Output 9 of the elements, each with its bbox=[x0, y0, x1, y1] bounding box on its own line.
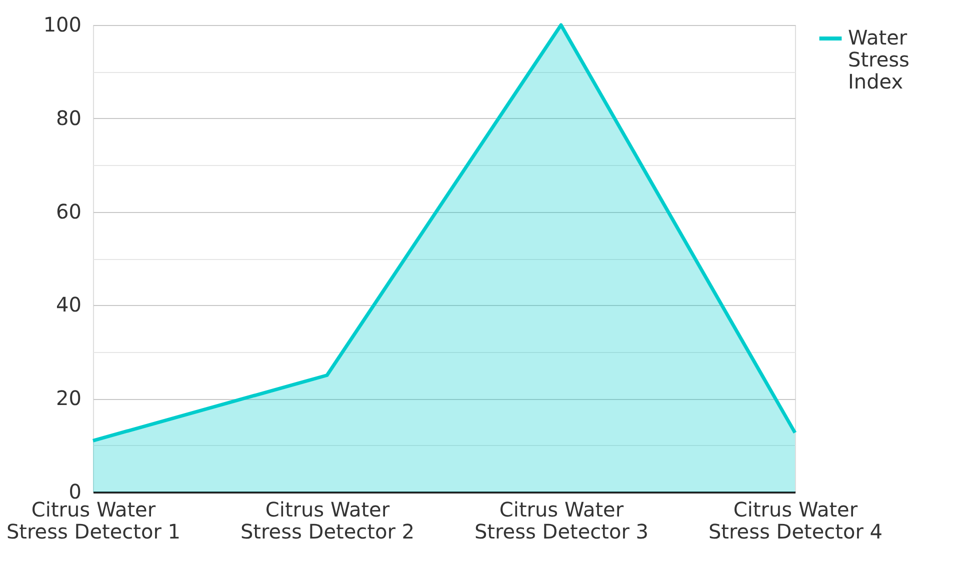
y-tick-label: 40 bbox=[56, 292, 82, 317]
x-tick-label: Citrus Water Stress Detector 3 bbox=[474, 498, 649, 544]
x-tick-label: Citrus Water Stress Detector 4 bbox=[708, 498, 883, 544]
y-tick-label: 100 bbox=[43, 12, 82, 36]
y-tick-label: 20 bbox=[56, 386, 82, 410]
legend-label: Water Stress Index bbox=[848, 26, 910, 94]
x-tick-label: Citrus Water Stress Detector 2 bbox=[240, 498, 415, 544]
y-tick-label: 80 bbox=[56, 106, 82, 130]
y-tick-label: 60 bbox=[56, 199, 82, 224]
